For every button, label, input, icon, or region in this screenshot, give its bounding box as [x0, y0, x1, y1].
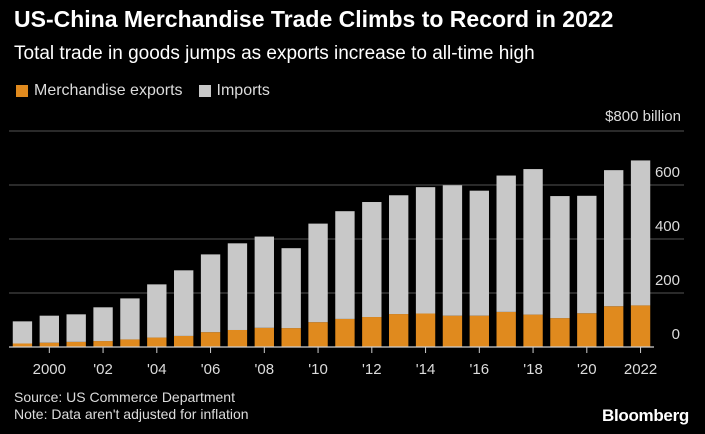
bar-exports: [415, 313, 436, 347]
bar-exports: [630, 305, 651, 347]
chart-title: US-China Merchandise Trade Climbs to Rec…: [14, 6, 614, 32]
x-tick-label: '04: [147, 361, 167, 378]
bar-exports: [281, 328, 301, 347]
bar-imports: [362, 202, 382, 318]
bar-imports: [39, 315, 59, 343]
bar-imports: [335, 211, 355, 319]
bar-exports: [604, 306, 624, 347]
bar-imports: [12, 321, 33, 344]
bar-exports: [254, 327, 274, 347]
y-tick-label: 200: [655, 272, 680, 289]
bar-imports: [254, 236, 274, 328]
y-tick-label: 0: [672, 326, 680, 343]
bar-imports: [630, 160, 651, 306]
bar-imports: [469, 190, 489, 316]
bar-imports: [227, 243, 248, 330]
bar-exports: [389, 314, 409, 347]
bar-exports: [12, 343, 33, 347]
bar-imports: [174, 270, 194, 336]
x-tick-label: '16: [470, 361, 490, 378]
y-unit-label: $800 billion: [605, 108, 681, 125]
legend-label-exports: Merchandise exports: [34, 82, 183, 99]
x-tick-label: 2022: [624, 361, 657, 378]
bar-imports: [308, 223, 328, 323]
y-tick-label: 400: [655, 218, 680, 235]
bar-exports: [550, 318, 570, 347]
bloomberg-logo: Bloomberg: [601, 406, 689, 425]
bar-exports: [174, 335, 194, 347]
bar-imports: [200, 254, 221, 333]
bar-imports: [389, 195, 409, 315]
bar-exports: [120, 339, 140, 347]
bar-exports: [335, 318, 355, 347]
bar-exports: [200, 332, 221, 347]
bar-exports: [577, 313, 597, 347]
bar-imports: [577, 195, 597, 314]
bar-imports: [550, 196, 570, 319]
bar-exports: [39, 342, 59, 347]
bar-imports: [604, 170, 624, 307]
bar-imports: [281, 248, 301, 329]
bar-exports: [523, 314, 543, 347]
x-tick-label: '18: [523, 361, 543, 378]
bar-imports: [442, 185, 463, 316]
bar-exports: [308, 322, 328, 347]
bar-exports: [442, 315, 463, 347]
bar-imports: [415, 187, 436, 314]
bar-exports: [496, 311, 516, 347]
legend-label-imports: Imports: [216, 82, 270, 99]
bar-exports: [147, 337, 167, 347]
bar-exports: [93, 341, 113, 347]
bar-exports: [227, 329, 248, 347]
legend-swatch-imports: [198, 85, 211, 97]
chart-footer: Source: US Commerce Department Note: Dat…: [14, 389, 249, 423]
legend-item-imports: Imports: [198, 82, 270, 100]
bar-exports: [66, 341, 86, 347]
source-note: Source: US Commerce Department: [14, 389, 235, 405]
x-tick-label: '14: [416, 361, 436, 378]
x-tick-label: 2000: [33, 361, 66, 378]
x-tick-label: '12: [362, 361, 382, 378]
bar-imports: [523, 169, 543, 315]
x-tick-label: '20: [577, 361, 597, 378]
bar-imports: [66, 314, 86, 342]
chart-legend: Merchandise exports Imports: [16, 82, 286, 100]
bar-imports: [496, 175, 516, 312]
x-tick-label: '06: [201, 361, 221, 378]
bar-exports: [469, 315, 489, 347]
legend-item-exports: Merchandise exports: [16, 82, 183, 100]
bar-imports: [93, 307, 113, 342]
x-tick-label: '02: [93, 361, 113, 378]
legend-swatch-exports: [16, 85, 28, 97]
y-tick-label: 600: [655, 164, 680, 181]
x-tick-label: '10: [308, 361, 328, 378]
bar-imports: [147, 284, 167, 338]
inflation-note: Note: Data aren't adjusted for inflation: [14, 406, 249, 422]
bar-imports: [120, 298, 140, 340]
bar-exports: [362, 317, 382, 347]
chart-subtitle: Total trade in goods jumps as exports in…: [14, 43, 535, 64]
x-tick-label: '08: [255, 361, 275, 378]
